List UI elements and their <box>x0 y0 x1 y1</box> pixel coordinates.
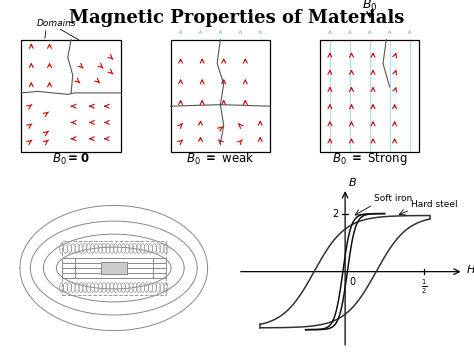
Text: H: H <box>466 265 474 275</box>
Bar <box>320 40 419 152</box>
Text: Magnetic Properties of Materials: Magnetic Properties of Materials <box>69 9 405 27</box>
Text: 2: 2 <box>332 209 338 219</box>
Text: Soft iron: Soft iron <box>374 194 413 203</box>
Text: $\overrightarrow{B_0}$: $\overrightarrow{B_0}$ <box>362 0 378 13</box>
Bar <box>171 40 270 152</box>
Text: Hard steel: Hard steel <box>411 200 458 209</box>
Text: $\boldsymbol{B_0 = 0}$: $\boldsymbol{B_0 = 0}$ <box>52 152 90 166</box>
Text: $\frac{1}{2}$: $\frac{1}{2}$ <box>421 278 427 296</box>
Text: $\boldsymbol{B_0}$ $\boldsymbol{=}$ $\boldsymbol{\mathrm{weak}}$: $\boldsymbol{B_0}$ $\boldsymbol{=}$ $\bo… <box>186 151 255 166</box>
Text: B: B <box>349 178 357 187</box>
Bar <box>21 40 121 152</box>
Text: $\boldsymbol{B_0}$ $\boldsymbol{=}$ $\boldsymbol{\mathrm{Strong}}$: $\boldsymbol{B_0}$ $\boldsymbol{=}$ $\bo… <box>332 152 408 168</box>
Bar <box>100 262 127 274</box>
Text: Domains: Domains <box>36 19 76 28</box>
Bar <box>62 241 166 295</box>
Text: 0: 0 <box>350 277 356 287</box>
